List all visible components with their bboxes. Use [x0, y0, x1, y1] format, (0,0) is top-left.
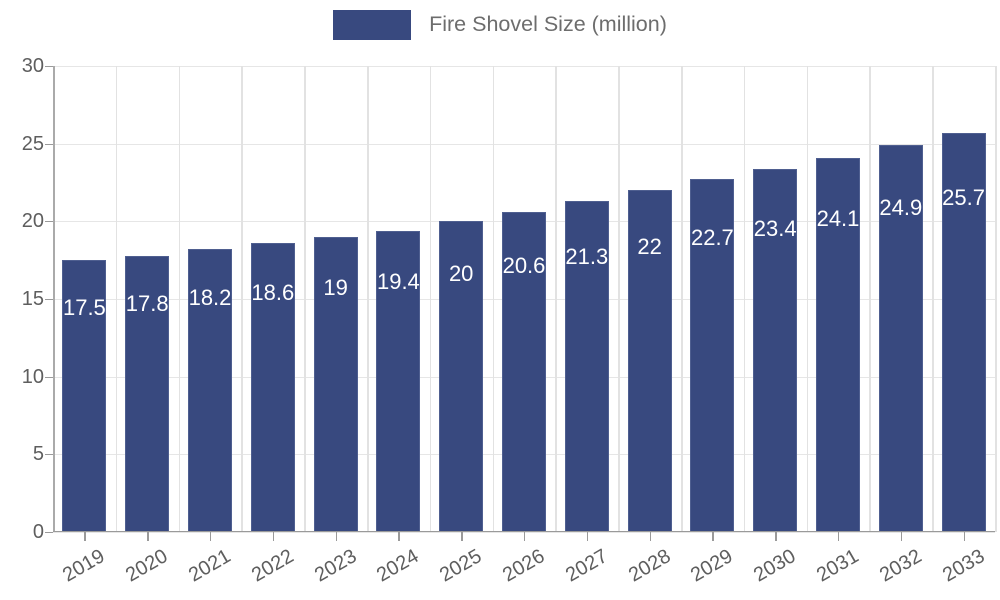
bar[interactable]	[627, 190, 672, 532]
gridline-vertical	[618, 66, 620, 532]
bar-value-label: 24.9	[879, 195, 923, 221]
bar[interactable]	[439, 221, 484, 532]
y-axis-tick-label: 10	[21, 365, 44, 388]
gridline-vertical	[304, 66, 306, 532]
gridline-vertical	[241, 66, 243, 532]
y-axis-tick-mark	[45, 454, 53, 456]
bar[interactable]	[376, 230, 421, 532]
plot-area: 17.5 17.8 18.2 18.6 19 19.4 20 20.6 21.3 22 22.7 23…	[53, 66, 997, 533]
x-axis-tick-label: 2032	[875, 545, 926, 587]
x-axis-tick-label: 2022	[247, 545, 298, 587]
y-axis-tick-marks	[0, 66, 53, 533]
y-axis-tick-label: 25	[21, 132, 44, 155]
x-axis-tick-mark	[524, 532, 526, 541]
bar[interactable]	[62, 260, 107, 532]
gridline-vertical	[995, 66, 997, 532]
bar[interactable]	[690, 179, 735, 532]
gridline-horizontal	[53, 66, 995, 67]
x-axis-tick-mark	[712, 532, 714, 541]
y-axis-tick-label: 0	[32, 521, 44, 543]
x-axis-tick-mark	[398, 532, 400, 541]
gridline-vertical	[681, 66, 683, 532]
y-axis-labels: 0 5 10 15 20 25 30	[0, 56, 44, 542]
x-axis-tick-label: 2019	[59, 545, 109, 587]
bar[interactable]	[878, 145, 923, 532]
bar-value-label: 17.5	[62, 294, 106, 320]
x-axis-tick-label: 2021	[184, 545, 235, 587]
x-axis-tick-mark	[586, 532, 589, 541]
bar[interactable]	[564, 201, 609, 532]
x-axis-tick-mark	[900, 532, 903, 541]
y-axis-tick-mark	[45, 532, 53, 533]
bar-value-label: 23.4	[753, 215, 797, 241]
gridline-vertical	[115, 66, 118, 532]
x-axis-tick-mark	[838, 532, 840, 541]
bar[interactable]	[250, 243, 295, 532]
x-axis-tick-label: 2027	[561, 545, 612, 587]
y-axis-tick-label: 30	[21, 55, 44, 77]
bar[interactable]	[753, 168, 798, 532]
x-axis-tick-mark	[775, 532, 777, 541]
y-axis-tick-mark	[45, 376, 53, 378]
gridline-vertical	[555, 66, 557, 532]
bar-value-label: 22.7	[690, 224, 734, 250]
x-axis-tick-mark	[461, 532, 463, 541]
y-axis-tick-label: 15	[21, 288, 44, 310]
gridline-vertical	[178, 66, 181, 532]
y-axis-line	[53, 66, 55, 532]
x-axis-tick-mark	[147, 532, 149, 541]
x-axis-tick-mark	[84, 532, 86, 541]
x-axis-tick-mark	[649, 532, 651, 541]
x-axis-tick-mark	[335, 532, 337, 541]
x-axis-tick-mark	[210, 532, 212, 541]
bar-value-label: 24.1	[816, 206, 860, 232]
y-axis-tick-mark	[45, 299, 53, 300]
x-axis-tick-label: 2033	[938, 545, 989, 587]
bar-value-label: 20	[448, 261, 474, 287]
bar-value-label: 22	[637, 234, 662, 260]
legend-label: Fire Shovel Size (million)	[429, 12, 667, 37]
x-axis-tick-label: 2025	[436, 545, 486, 587]
chart-legend: Fire Shovel Size (million)	[0, 10, 1000, 40]
y-axis-tick-label: 20	[21, 210, 44, 233]
bar-value-label: 18.2	[188, 285, 232, 311]
gridline-vertical	[367, 66, 369, 532]
x-axis-tick-label: 2026	[498, 545, 549, 587]
gridline-horizontal	[53, 143, 995, 145]
bar-value-label: 18.6	[251, 280, 295, 306]
y-axis-tick-mark	[45, 221, 53, 223]
bar-value-label: 21.3	[565, 243, 609, 269]
bar-value-label: 20.6	[502, 253, 546, 279]
legend-entry-fire-shovel-size[interactable]: Fire Shovel Size (million)	[333, 10, 667, 40]
gridline-vertical	[492, 66, 495, 532]
gridline-vertical	[932, 66, 934, 532]
x-axis-tick-label: 2020	[122, 545, 172, 587]
y-axis-tick-mark	[45, 143, 53, 145]
bar[interactable]	[502, 212, 546, 532]
gridline-vertical	[743, 66, 746, 532]
x-axis-tick-label: 2024	[373, 545, 423, 587]
x-axis-tick-mark	[963, 532, 965, 541]
gridline-vertical	[806, 66, 809, 532]
legend-color-swatch	[333, 10, 412, 40]
bar-value-label: 17.8	[125, 290, 169, 316]
y-axis-tick-label: 5	[32, 443, 44, 466]
bar-value-label: 19.4	[376, 269, 420, 295]
x-axis-tick-label: 2028	[624, 545, 675, 587]
x-axis-tick-label: 2030	[750, 545, 800, 587]
x-axis-tick-label: 2029	[687, 545, 737, 587]
x-axis-tick-label: 2023	[310, 545, 361, 587]
x-axis-tick-label: 2031	[812, 545, 863, 587]
x-axis-tick-mark	[272, 532, 275, 541]
gridline-vertical	[869, 66, 871, 532]
bar[interactable]	[313, 236, 358, 532]
bar[interactable]	[188, 249, 232, 532]
bar[interactable]	[941, 132, 986, 532]
x-axis-line	[53, 531, 995, 533]
bar-value-label: 25.7	[942, 184, 986, 210]
gridline-vertical	[429, 66, 432, 532]
y-axis-tick-mark	[45, 66, 53, 67]
bar-value-label: 19	[323, 274, 348, 300]
